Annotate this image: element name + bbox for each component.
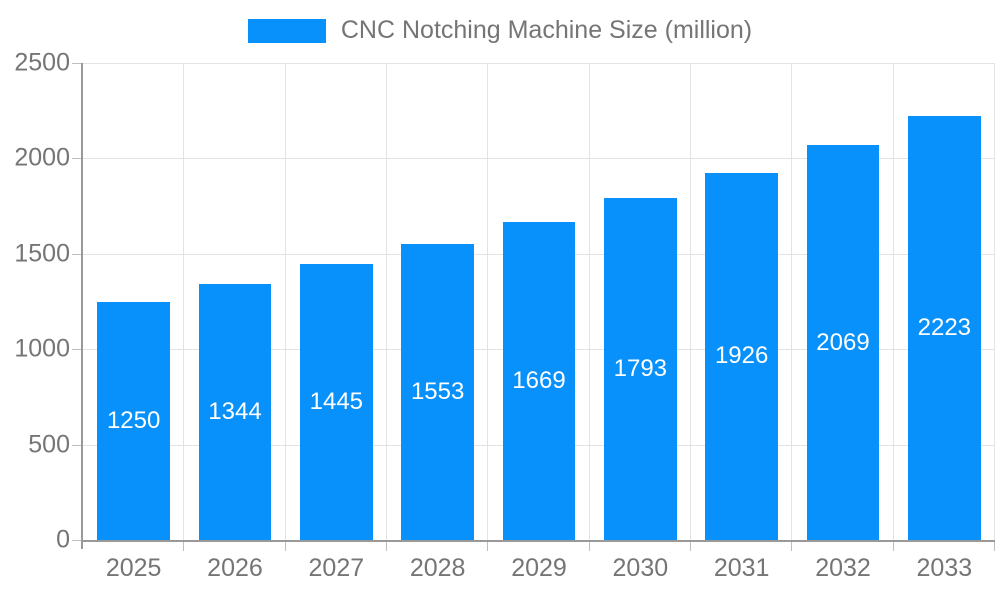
bar: 1669 — [502, 221, 576, 540]
y-axis-tick — [72, 158, 81, 160]
legend-swatch — [247, 18, 326, 43]
bar-value-label: 1669 — [512, 366, 566, 394]
v-gridline — [994, 63, 995, 540]
bar-value-label: 1793 — [613, 354, 668, 382]
y-axis-tick — [72, 253, 81, 255]
bar: 1553 — [401, 243, 475, 540]
x-axis-label: 2025 — [105, 554, 162, 582]
y-axis-label: 2000 — [14, 143, 70, 172]
bar: 1250 — [97, 301, 171, 540]
x-axis-tick — [183, 542, 185, 551]
x-axis-label: 2026 — [207, 554, 263, 582]
v-gridline — [892, 63, 894, 540]
bar-value-label: 1553 — [410, 377, 465, 405]
plot-area: 0 500 1000 1500 2000 2500 1250 2025 1344 2026 1445… — [14, 49, 995, 582]
y-axis-label: 2500 — [14, 48, 70, 77]
x-axis-line — [81, 540, 995, 542]
bar-value-label: 1445 — [309, 388, 364, 416]
y-axis-label: 1500 — [14, 239, 70, 268]
bar-value-label: 1926 — [714, 342, 769, 370]
v-gridline — [183, 63, 185, 540]
x-axis-tick — [385, 542, 387, 551]
y-axis-label: 0 — [56, 525, 70, 554]
x-axis-label: 2030 — [612, 554, 669, 582]
x-axis-label: 2033 — [916, 554, 973, 582]
x-axis-tick — [284, 542, 286, 551]
h-gridline — [83, 158, 995, 160]
x-axis-tick — [791, 542, 793, 551]
v-gridline — [689, 63, 691, 540]
legend: CNC Notching Machine Size (million) — [0, 16, 1000, 45]
x-axis-label: 2031 — [713, 554, 770, 582]
v-gridline — [791, 63, 793, 540]
y-axis-tick — [72, 349, 81, 351]
y-axis-tick — [72, 444, 81, 446]
x-axis-tick — [689, 542, 691, 551]
x-axis-label: 2029 — [511, 554, 567, 582]
x-axis-label: 2027 — [308, 554, 365, 582]
bar: 1344 — [198, 283, 272, 540]
v-gridline — [284, 63, 286, 540]
x-axis-tick — [994, 542, 995, 551]
bar: 1445 — [299, 264, 373, 540]
bar: 2069 — [806, 145, 880, 540]
y-axis-tick — [72, 540, 81, 541]
y-axis-label: 500 — [28, 430, 70, 459]
v-gridline — [588, 63, 590, 540]
v-gridline — [487, 63, 489, 540]
x-axis-tick — [892, 542, 894, 551]
bar: 1793 — [603, 197, 677, 540]
y-axis-tick — [72, 63, 81, 64]
bar-value-label: 1250 — [106, 406, 161, 434]
bar: 2223 — [907, 115, 981, 540]
y-axis-label: 1000 — [14, 334, 70, 363]
bar-value-label: 2069 — [816, 328, 870, 356]
bar: 1926 — [705, 172, 779, 540]
x-axis-label: 2028 — [409, 554, 466, 582]
h-gridline — [83, 63, 995, 64]
x-axis-tick — [588, 542, 590, 551]
x-axis-label: 2032 — [815, 554, 871, 582]
x-axis-tick — [487, 542, 489, 551]
legend-label: CNC Notching Machine Size (million) — [340, 16, 753, 44]
bar-value-label: 2223 — [917, 313, 972, 341]
v-gridline — [385, 63, 387, 540]
y-axis-line — [81, 63, 83, 549]
bar-value-label: 1344 — [208, 397, 262, 425]
